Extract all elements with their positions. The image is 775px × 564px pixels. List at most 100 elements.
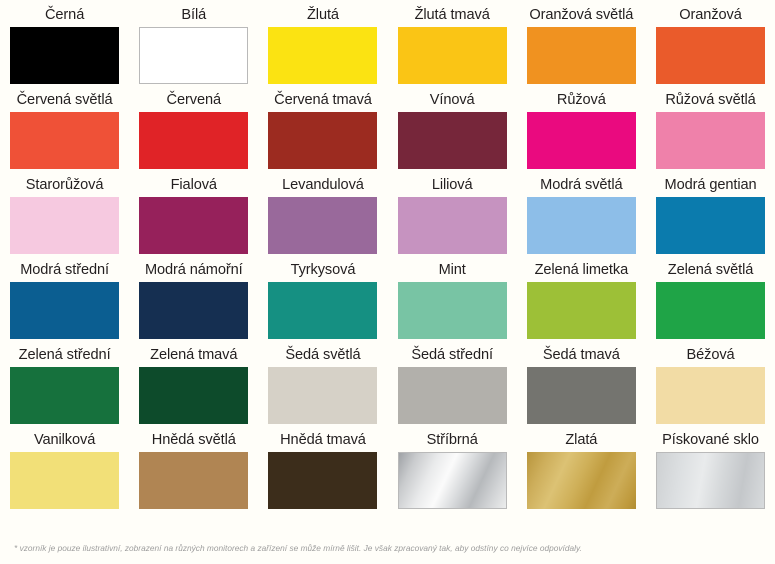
- swatch-cell[interactable]: Zelená světlá: [646, 258, 775, 343]
- swatch-cell[interactable]: Hnědá tmavá: [258, 428, 387, 513]
- swatch-color-chip[interactable]: [656, 111, 766, 169]
- swatch-label: Levandulová: [282, 177, 364, 193]
- swatch-color-chip[interactable]: [526, 196, 636, 254]
- swatch-cell[interactable]: Bílá: [129, 3, 258, 88]
- swatch-cell[interactable]: Modrá námořní: [129, 258, 258, 343]
- swatch-label: Liliová: [431, 177, 473, 193]
- swatch-color-chip[interactable]: [397, 281, 507, 339]
- swatch-label: Červená tmavá: [274, 92, 372, 108]
- swatch-color-chip[interactable]: [268, 281, 378, 339]
- swatch-cell[interactable]: Modrá střední: [0, 258, 129, 343]
- swatch-color-chip[interactable]: [656, 196, 766, 254]
- swatch-cell[interactable]: Černá: [0, 3, 129, 88]
- swatch-color-chip[interactable]: [656, 281, 766, 339]
- swatch-color-chip[interactable]: [526, 111, 636, 169]
- swatch-label: Zelená tmavá: [150, 347, 238, 363]
- swatch-cell[interactable]: Modrá světlá: [517, 173, 646, 258]
- swatch-cell[interactable]: Vanilková: [0, 428, 129, 513]
- swatch-color-chip[interactable]: [139, 281, 249, 339]
- swatch-cell[interactable]: Růžová: [517, 88, 646, 173]
- swatch-label: Modrá námořní: [144, 262, 243, 278]
- swatch-cell[interactable]: Levandulová: [258, 173, 387, 258]
- swatch-color-chip[interactable]: [656, 451, 766, 509]
- swatch-cell[interactable]: Fialová: [129, 173, 258, 258]
- swatch-color-chip[interactable]: [656, 366, 766, 424]
- swatch-cell[interactable]: Červená: [129, 88, 258, 173]
- swatch-cell[interactable]: Žlutá tmavá: [388, 3, 517, 88]
- swatch-cell[interactable]: Mint: [388, 258, 517, 343]
- swatch-color-chip[interactable]: [10, 111, 120, 169]
- swatch-color-chip[interactable]: [139, 26, 249, 84]
- swatch-label: Žlutá tmavá: [414, 7, 490, 23]
- swatch-label: Vanilková: [33, 432, 96, 448]
- swatch-color-chip[interactable]: [268, 111, 378, 169]
- swatch-label: Zelená světlá: [667, 262, 754, 278]
- swatch-label: Modrá gentian: [664, 177, 757, 193]
- swatch-label: Žlutá: [306, 7, 339, 23]
- swatch-label: Hnědá tmavá: [280, 432, 366, 448]
- swatch-cell[interactable]: Šedá světlá: [258, 343, 387, 428]
- swatch-color-chip[interactable]: [139, 111, 249, 169]
- swatch-label: Zelená limetka: [534, 262, 629, 278]
- swatch-label: Černá: [44, 7, 85, 23]
- swatch-cell[interactable]: Šedá střední: [388, 343, 517, 428]
- swatch-label: Červená: [166, 92, 222, 108]
- swatch-color-chip[interactable]: [268, 366, 378, 424]
- swatch-color-chip[interactable]: [139, 451, 249, 509]
- swatch-color-chip[interactable]: [526, 281, 636, 339]
- swatch-cell[interactable]: Pískované sklo: [646, 428, 775, 513]
- swatch-cell[interactable]: Růžová světlá: [646, 88, 775, 173]
- swatch-label: Růžová: [556, 92, 606, 108]
- swatch-cell[interactable]: Žlutá: [258, 3, 387, 88]
- swatch-cell[interactable]: Červená světlá: [0, 88, 129, 173]
- swatch-label: Starorůžová: [25, 177, 104, 193]
- swatch-cell[interactable]: Zelená střední: [0, 343, 129, 428]
- swatch-label: Stříbrná: [426, 432, 478, 448]
- swatch-label: Šedá střední: [411, 347, 493, 363]
- swatch-color-chip[interactable]: [10, 281, 120, 339]
- swatch-label: Vínová: [429, 92, 475, 108]
- swatch-cell[interactable]: Starorůžová: [0, 173, 129, 258]
- swatch-cell[interactable]: Stříbrná: [388, 428, 517, 513]
- swatch-cell[interactable]: Zlatá: [517, 428, 646, 513]
- swatch-cell[interactable]: Oranžová: [646, 3, 775, 88]
- swatch-label: Šedá tmavá: [542, 347, 620, 363]
- swatch-color-chip[interactable]: [10, 366, 120, 424]
- swatch-color-chip[interactable]: [656, 26, 766, 84]
- swatch-color-chip[interactable]: [10, 196, 120, 254]
- swatch-label: Červená světlá: [16, 92, 113, 108]
- swatch-color-chip[interactable]: [397, 366, 507, 424]
- swatch-cell[interactable]: Modrá gentian: [646, 173, 775, 258]
- swatch-label: Modrá střední: [20, 262, 109, 278]
- swatch-cell[interactable]: Liliová: [388, 173, 517, 258]
- swatch-cell[interactable]: Béžová: [646, 343, 775, 428]
- swatch-color-chip[interactable]: [139, 366, 249, 424]
- swatch-color-chip[interactable]: [268, 26, 378, 84]
- swatch-label: Šedá světlá: [285, 347, 361, 363]
- swatch-color-chip[interactable]: [268, 451, 378, 509]
- swatch-color-chip[interactable]: [268, 196, 378, 254]
- swatch-color-chip[interactable]: [526, 366, 636, 424]
- swatch-color-chip[interactable]: [397, 111, 507, 169]
- swatch-color-chip[interactable]: [10, 26, 120, 84]
- swatch-color-chip[interactable]: [139, 196, 249, 254]
- swatch-label: Hnědá světlá: [151, 432, 236, 448]
- swatch-cell[interactable]: Tyrkysová: [258, 258, 387, 343]
- swatch-color-chip[interactable]: [397, 196, 507, 254]
- swatch-color-chip[interactable]: [397, 26, 507, 84]
- swatch-color-chip[interactable]: [526, 26, 636, 84]
- swatch-color-chip[interactable]: [10, 451, 120, 509]
- swatch-label: Béžová: [686, 347, 735, 363]
- swatch-label: Pískované sklo: [662, 432, 759, 448]
- swatch-cell[interactable]: Oranžová světlá: [517, 3, 646, 88]
- swatch-label: Zelená střední: [18, 347, 111, 363]
- swatch-color-chip[interactable]: [526, 451, 636, 509]
- swatch-cell[interactable]: Zelená limetka: [517, 258, 646, 343]
- swatch-color-chip[interactable]: [397, 451, 507, 509]
- swatch-cell[interactable]: Zelená tmavá: [129, 343, 258, 428]
- swatch-cell[interactable]: Hnědá světlá: [129, 428, 258, 513]
- swatch-label: Modrá světlá: [540, 177, 623, 193]
- swatch-cell[interactable]: Vínová: [388, 88, 517, 173]
- swatch-cell[interactable]: Červená tmavá: [258, 88, 387, 173]
- swatch-cell[interactable]: Šedá tmavá: [517, 343, 646, 428]
